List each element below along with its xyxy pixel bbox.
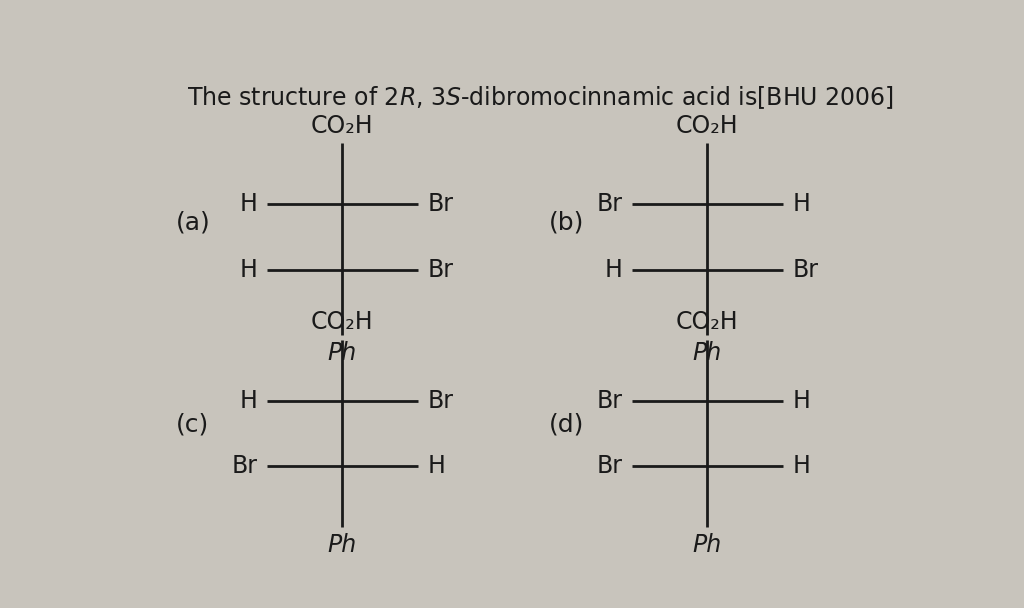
Text: CO₂H: CO₂H [676, 310, 738, 334]
Text: Ph: Ph [328, 340, 357, 365]
Text: Br: Br [427, 389, 454, 413]
Text: H: H [793, 192, 810, 216]
Text: Ph: Ph [692, 533, 722, 557]
Text: CO₂H: CO₂H [311, 114, 374, 137]
Text: The structure of 2$R$, 3$S$-dibromocinnamic acid is[BHU 2006]: The structure of 2$R$, 3$S$-dibromocinna… [187, 85, 894, 111]
Text: Br: Br [427, 192, 454, 216]
Text: (b): (b) [549, 211, 584, 235]
Text: Br: Br [427, 258, 454, 282]
Text: (a): (a) [176, 211, 210, 235]
Text: Ph: Ph [328, 533, 357, 557]
Text: CO₂H: CO₂H [676, 114, 738, 137]
Text: Br: Br [596, 454, 623, 478]
Text: (c): (c) [176, 412, 209, 436]
Text: Br: Br [596, 192, 623, 216]
Text: H: H [240, 192, 257, 216]
Text: H: H [427, 454, 445, 478]
Text: CO₂H: CO₂H [311, 310, 374, 334]
Text: H: H [793, 389, 810, 413]
Text: Br: Br [793, 258, 818, 282]
Text: (d): (d) [549, 412, 584, 436]
Text: H: H [240, 389, 257, 413]
Text: Br: Br [231, 454, 257, 478]
Text: H: H [604, 258, 623, 282]
Text: Br: Br [596, 389, 623, 413]
Text: H: H [240, 258, 257, 282]
Text: Ph: Ph [692, 340, 722, 365]
Text: H: H [793, 454, 810, 478]
